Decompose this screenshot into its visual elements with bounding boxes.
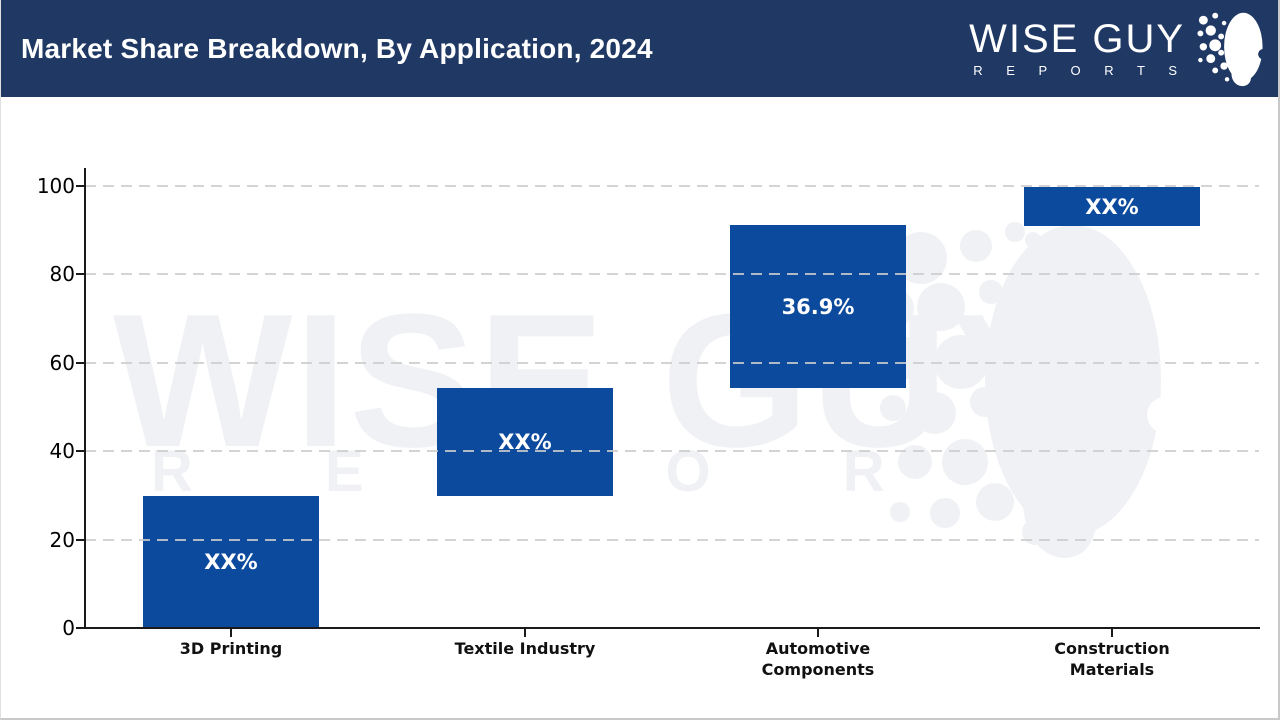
x-label-line: 3D Printing	[179, 639, 283, 658]
x-label-line: Textile Industry	[454, 639, 596, 658]
bar-value-label: 36.9%	[781, 294, 855, 319]
gridline-40	[85, 450, 1259, 452]
bar-value-label: XX%	[204, 550, 258, 574]
y-tick-label-80: 80	[49, 262, 75, 286]
wise-guy-head-icon	[1197, 12, 1267, 86]
y-tick-label-60: 60	[49, 351, 75, 375]
gridline-80	[85, 273, 1259, 275]
y-tick	[76, 362, 84, 364]
y-tick	[76, 185, 84, 187]
y-tick-label-0: 0	[62, 616, 75, 640]
y-tick	[76, 450, 84, 452]
x-tick	[230, 629, 232, 637]
x-label-construction-materials: Construction Materials	[992, 639, 1232, 681]
bar-textile-industry: XX%	[437, 388, 613, 496]
y-tick	[76, 627, 84, 629]
header-bar: Market Share Breakdown, By Application, …	[1, 0, 1278, 97]
x-label-line: Construction	[1054, 639, 1170, 658]
x-tick	[1111, 629, 1113, 637]
y-tick-label-20: 20	[49, 528, 75, 552]
bar-automotive-components: 36.9%	[730, 225, 906, 388]
bar-value-label: XX%	[1085, 194, 1139, 219]
gridline-20	[85, 539, 1259, 541]
x-label-3d-printing: 3D Printing	[111, 639, 351, 660]
wise-guy-logo: WISE GUY R E P O R T S	[967, 0, 1267, 97]
wise-guy-logo-text: WISE GUY R E P O R T S	[967, 19, 1187, 78]
x-label-line: Automotive	[765, 639, 871, 658]
logo-wiseguy-label: WISE GUY	[969, 17, 1186, 61]
bar-3d-printing: XX%	[143, 496, 319, 628]
logo-reports-label: R E P O R T S	[973, 63, 1187, 78]
gridline-100	[85, 185, 1259, 187]
x-label-line: Components	[761, 659, 875, 679]
y-tick	[76, 273, 84, 275]
bar-construction-materials: XX%	[1024, 187, 1200, 226]
x-label-line: Materials	[1069, 659, 1155, 679]
y-tick-label-100: 100	[36, 174, 75, 198]
y-tick-label-40: 40	[49, 439, 75, 463]
gridline-60	[85, 362, 1259, 364]
y-tick	[76, 539, 84, 541]
x-label-automotive-components: Automotive Components	[698, 639, 938, 681]
y-axis-line	[84, 168, 86, 629]
watermark-head-icon	[876, 222, 1183, 558]
page-title: Market Share Breakdown, By Application, …	[21, 32, 653, 64]
x-label-textile-industry: Textile Industry	[405, 639, 645, 660]
x-tick	[817, 629, 819, 637]
x-tick	[524, 629, 526, 637]
x-axis-line	[84, 627, 1260, 629]
